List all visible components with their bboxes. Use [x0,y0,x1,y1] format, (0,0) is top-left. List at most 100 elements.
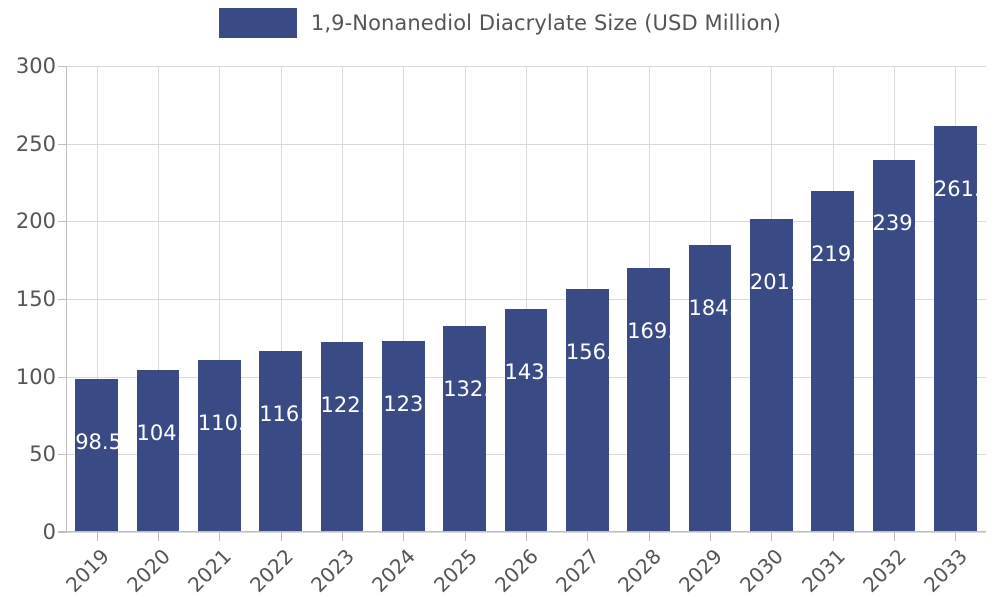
bar-column[interactable]: 104.2 [136,66,180,532]
x-axis-tick-mark [587,532,588,541]
x-axis-tick-mark [649,532,650,541]
y-axis-tick-marks [58,66,66,533]
bar-value-label: 98.5 [75,429,119,454]
bar-value-label: 104.2 [136,421,180,446]
bar-column[interactable]: 116.8 [259,66,303,532]
legend-label: 1,9-Nonanediol Diacrylate Size (USD Mill… [310,11,782,35]
legend-color-swatch [218,8,297,38]
bar-value-label: 122.1 [320,393,364,418]
gridline-vertical [465,66,466,532]
x-axis-tick-mark [710,532,711,541]
chart-legend: 1,9-Nonanediol Diacrylate Size (USD Mill… [0,8,1000,38]
bar[interactable] [504,308,548,532]
x-axis-tick-mark [219,532,220,541]
x-axis-tick-mark [342,532,343,541]
bar[interactable] [381,340,425,532]
y-axis-tick-label: 200 [15,209,56,234]
x-axis-tick-label: 2032 [858,544,911,597]
x-axis-tick-label: 2024 [367,544,421,597]
x-axis-tick-mark [465,532,466,541]
x-axis-tick-label: 2030 [735,544,789,597]
bar[interactable] [811,191,855,532]
gridline-vertical [526,66,527,532]
bar-value-label: 123 [383,391,424,416]
y-axis-tick-label: 100 [15,364,56,389]
x-axis-tick-labels: 2019 2020 2021 2022 2023 2024 2025 2026 2027 2028… [61,532,986,600]
bar[interactable] [749,219,793,532]
x-axis-tick-label: 2033 [919,544,973,597]
bar-column[interactable]: 132.5 [443,66,487,532]
gridline-vertical [281,66,282,532]
x-axis-tick-label: 2023 [306,544,359,597]
gridline-vertical [158,66,159,532]
bar-value-label: 143.8 [504,359,548,384]
bar-column[interactable]: 201.3 [749,66,793,532]
x-axis-spine [58,531,986,532]
x-axis-tick-mark [281,532,282,541]
y-axis-tick-label: 0 [42,520,56,544]
x-axis-tick-mark [158,532,159,541]
x-axis-tick-label: 2022 [244,544,298,597]
bar[interactable] [320,342,364,532]
x-axis-tick-label: 2020 [122,544,175,597]
bar[interactable] [565,289,609,532]
bar-column[interactable]: 239.5 [872,66,916,532]
bar-value-label: 156.2 [565,340,609,365]
x-axis-tick-label: 2029 [674,544,727,597]
y-axis-tick-mark [58,143,66,145]
bar-column[interactable]: 143.8 [504,66,548,532]
y-axis-tick-mark [58,532,66,533]
bar-column[interactable]: 110.5 [197,66,241,532]
bar[interactable] [75,379,119,532]
y-axis-tick-mark [58,454,66,456]
bar-column[interactable]: 184.8 [688,66,732,532]
gridline-vertical [403,66,404,532]
x-axis-tick-mark [403,532,404,541]
bar-column[interactable]: 219.5 [811,66,855,532]
bar-column[interactable]: 123 [381,66,425,532]
y-axis-tick-mark [58,376,66,378]
bar[interactable] [136,370,180,532]
y-axis-tick-mark [58,299,66,300]
x-axis-tick-label: 2031 [796,544,850,597]
x-axis-tick-mark [526,532,527,541]
y-axis-tick-label: 250 [15,131,56,156]
bar-column[interactable]: 169.8 [627,66,671,532]
gridline-vertical [219,66,220,532]
y-axis-tick-mark [58,66,66,67]
x-axis-tick-label: 2019 [60,544,114,597]
x-axis-tick-mark [955,532,956,541]
y-axis-tick-label: 150 [15,287,56,311]
bar-value-label: 132.5 [443,377,486,402]
bar[interactable] [627,268,671,532]
bar-column[interactable]: 98.5 [75,66,119,532]
plot-area: 98.5 104.2 110.5 116.8 122.1 123 132.5 143.8 156… [58,66,986,533]
x-axis-tick-label: 2021 [183,544,237,597]
x-axis-tick-mark [97,532,98,541]
bar[interactable] [872,159,916,532]
x-axis-tick-label: 2026 [490,544,543,597]
x-axis-tick-label: 2028 [612,544,666,597]
bar-value-label: 239.5 [872,210,916,235]
y-axis-tick-label: 50 [29,442,56,467]
bar-column[interactable]: 156.2 [565,66,609,532]
bar-value-label: 184.8 [688,295,732,320]
bar[interactable] [443,326,487,532]
bar-value-label: 201.3 [749,270,793,295]
gridline-vertical [97,66,98,532]
x-axis-tick-mark [894,532,895,541]
gridline-vertical [342,66,343,532]
bar[interactable] [933,125,977,532]
bar[interactable] [688,244,732,532]
x-axis-tick-label: 2027 [551,544,605,597]
bar[interactable] [259,350,303,532]
bar[interactable] [197,360,241,532]
bar-value-label: 261.5 [933,176,977,201]
y-axis-spine [66,66,67,532]
bar-value-label: 116.8 [259,401,302,426]
y-axis-tick-labels: 0 50 100 150 200 250 300 [0,54,56,544]
bar-value-label: 110.5 [197,411,241,436]
bar-column[interactable]: 122.1 [320,66,364,532]
bar-column[interactable]: 261.5 [933,66,977,532]
